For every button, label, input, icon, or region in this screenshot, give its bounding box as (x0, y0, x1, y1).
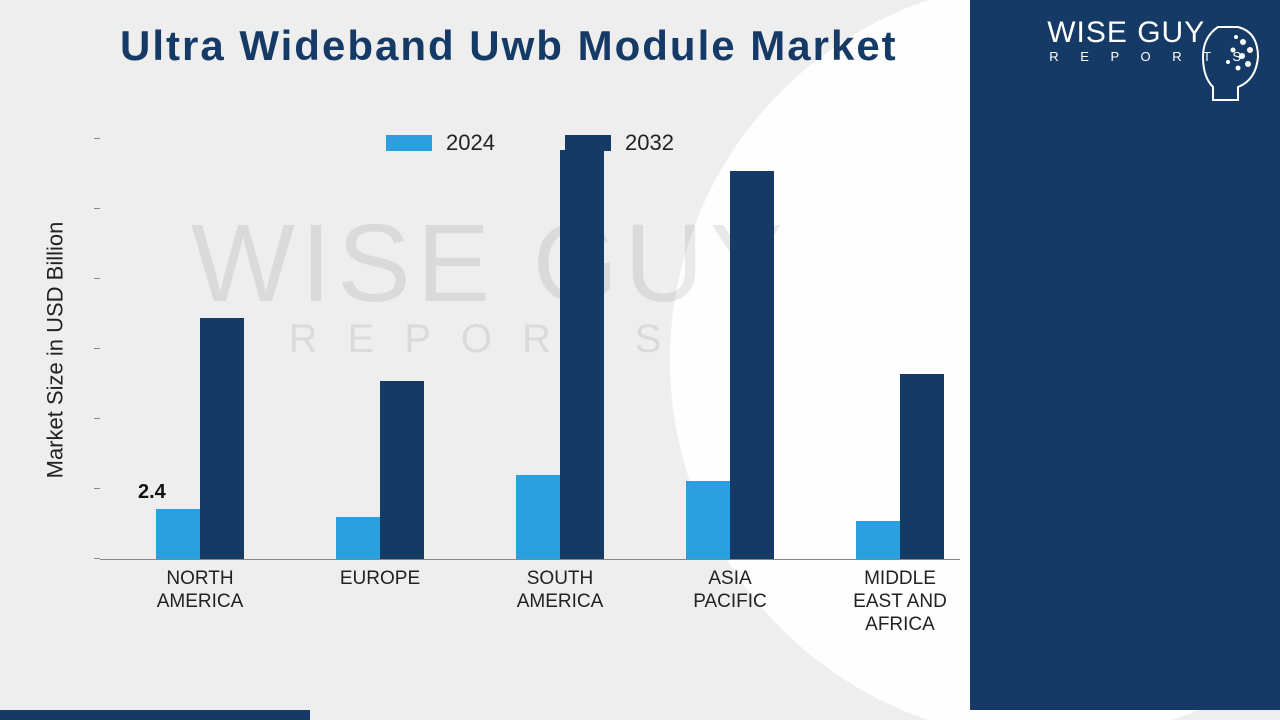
x-axis-label: SOUTH AMERICA (500, 568, 620, 614)
y-tick (94, 138, 100, 139)
x-axis-label: EUROPE (320, 568, 440, 591)
bar (686, 481, 730, 559)
y-axis-label: Market Size in USD Billion (40, 140, 70, 560)
stage: WISE GUY REPORTS Ultra Wideband Uwb Modu… (0, 0, 1280, 720)
bar (336, 517, 380, 559)
brand-head-icon (1198, 22, 1268, 102)
bar-group (140, 318, 260, 560)
bar (200, 318, 244, 560)
bottom-strip (0, 710, 310, 720)
y-tick (94, 278, 100, 279)
bar (516, 475, 560, 559)
y-tick (94, 488, 100, 489)
y-tick (94, 558, 100, 559)
plot: 2024 2032 2.4 (100, 140, 960, 560)
bar-group (500, 150, 620, 560)
bar-value-label: 2.4 (138, 481, 166, 504)
y-tick (94, 418, 100, 419)
bar (900, 374, 944, 559)
y-tick (94, 348, 100, 349)
legend-swatch-2024 (386, 135, 432, 151)
bar-group (840, 374, 960, 559)
bar-group (320, 381, 440, 560)
bar (156, 509, 200, 559)
bar (730, 171, 774, 560)
x-axis-label: NORTH AMERICA (140, 568, 260, 614)
y-axis-label-text: Market Size in USD Billion (42, 222, 68, 479)
page-title: Ultra Wideband Uwb Module Market (120, 22, 898, 70)
bar-group (670, 171, 790, 560)
bar (856, 521, 900, 559)
legend-label-2024: 2024 (446, 130, 495, 156)
bar (560, 150, 604, 560)
legend-label-2032: 2032 (625, 130, 674, 156)
right-panel (970, 0, 1280, 710)
y-tick (94, 208, 100, 209)
x-axis-label: ASIA PACIFIC (670, 568, 790, 614)
bar (380, 381, 424, 560)
chart-area: Market Size in USD Billion 2024 2032 2.4… (40, 140, 960, 700)
x-axis-labels: NORTH AMERICA EUROPE SOUTH AMERICA ASIA PAC… (100, 568, 960, 698)
x-axis-label: MIDDLE EAST AND AFRICA (840, 568, 960, 636)
legend-item-2024: 2024 (386, 130, 495, 156)
